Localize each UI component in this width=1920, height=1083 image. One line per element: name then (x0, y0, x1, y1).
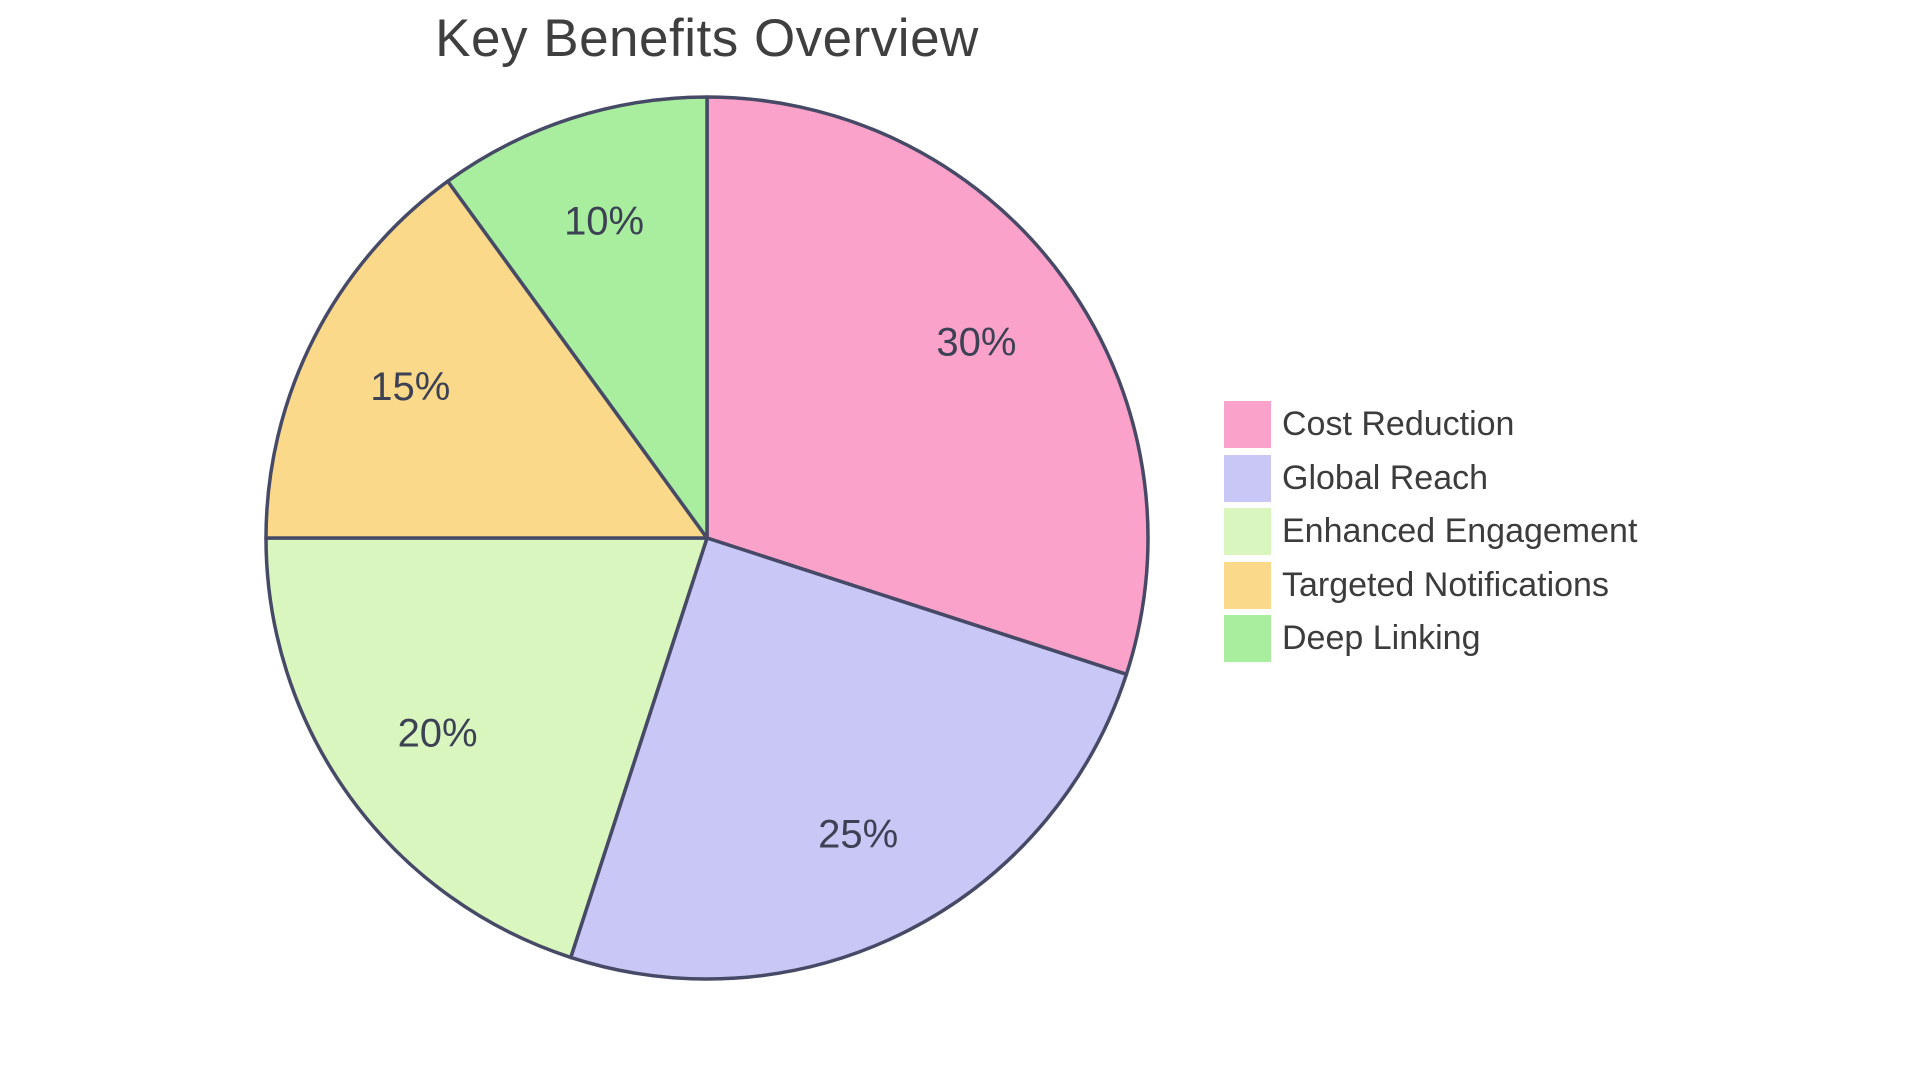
pie-slice-percent-label-cost-reduction: 30% (936, 320, 1016, 364)
legend-label-cost-reduction: Cost Reduction (1282, 405, 1515, 443)
pie-slice-targeted-notifications (264, 179, 709, 540)
legend-label-targeted-notifications: Targeted Notifications (1282, 565, 1609, 604)
legend-swatch-deep-linking (1224, 615, 1271, 662)
pie-slice-percent-label-deep-linking: 10% (564, 199, 644, 243)
legend-label-enhanced-engagement: Enhanced Engagement (1282, 512, 1638, 550)
legend-swatch-targeted-notifications (1224, 561, 1271, 609)
chart-title: Key Benefits Overview (435, 9, 979, 68)
legend-item-cost-reduction: Cost Reduction (1224, 401, 1637, 448)
legend-item-enhanced-engagement: Enhanced Engagement (1224, 508, 1637, 555)
legend-label-deep-linking: Deep Linking (1282, 619, 1481, 657)
legend-label-global-reach: Global Reach (1282, 458, 1489, 497)
legend-swatch-cost-reduction (1224, 401, 1271, 448)
legend-item-global-reach: Global Reach (1224, 454, 1637, 502)
pie-slice-percent-label-enhanced-engagement: 20% (398, 712, 478, 756)
legend-swatch-global-reach (1224, 454, 1271, 502)
pie-slice-deep-linking (446, 95, 709, 540)
pie-slice-percent-label-global-reach: 25% (818, 813, 898, 857)
pie-chart: 30% 25% 20% 15% 10% (264, 95, 1150, 981)
legend-item-targeted-notifications: Targeted Notifications (1224, 561, 1637, 609)
legend-item-deep-linking: Deep Linking (1224, 615, 1637, 662)
pie-slice-cost-reduction (705, 95, 1150, 677)
legend: Cost Reduction Global Reach Enhanced Engag… (1224, 401, 1637, 662)
pie-slice-enhanced-engagement (264, 536, 709, 960)
pie-slice-global-reach (568, 536, 1129, 981)
legend-swatch-enhanced-engagement (1224, 508, 1271, 555)
pie-slice-percent-label-targeted-notifications: 15% (370, 365, 450, 409)
